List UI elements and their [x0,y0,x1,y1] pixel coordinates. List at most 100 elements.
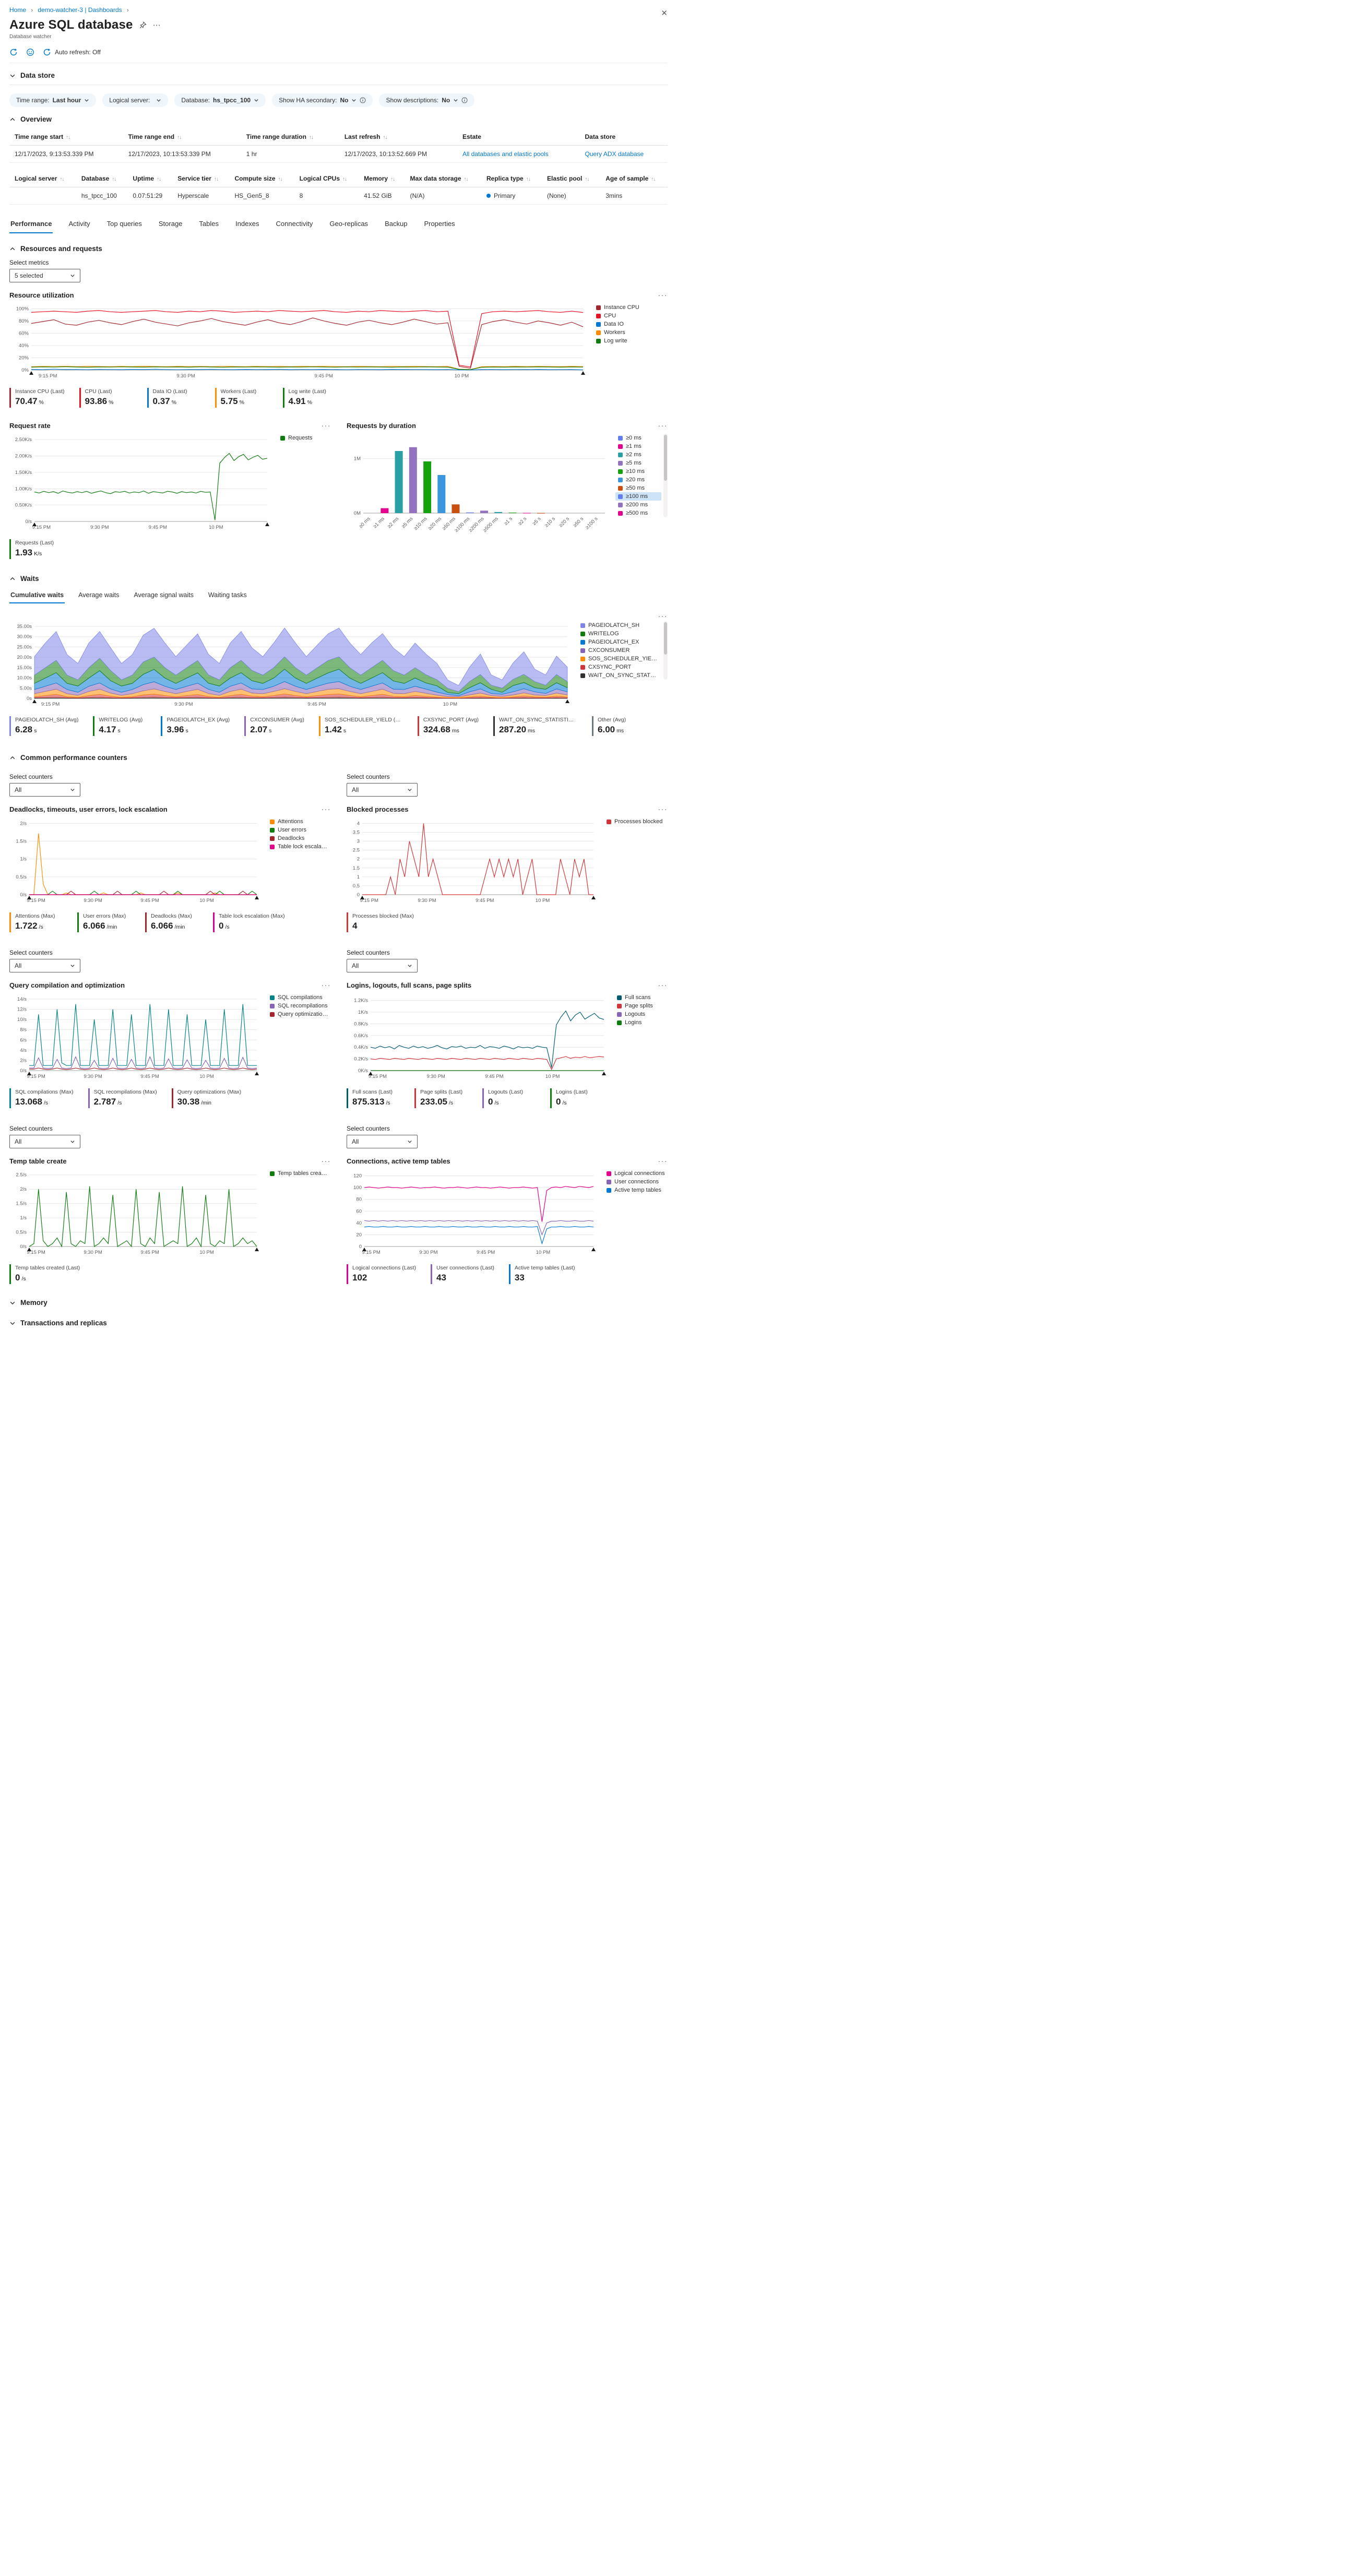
tab-activity[interactable]: Activity [68,220,90,228]
filter-time-range[interactable]: Time range: Last hour [9,93,97,107]
section-overview[interactable]: Overview [9,115,668,123]
legend-item[interactable]: ≥100 ms [615,492,661,501]
section-transactions-and-replicas[interactable]: Transactions and replicas [9,1319,668,1327]
tab-geo-replicas[interactable]: Geo-replicas [329,220,369,228]
legend-item[interactable]: Active temp tables [604,1186,668,1194]
legend-item[interactable]: ≥200 ms [615,501,661,509]
tab-backup[interactable]: Backup [385,220,408,228]
tab-indexes[interactable]: Indexes [235,220,259,228]
tab-top-queries[interactable]: Top queries [106,220,142,228]
panel-menu-icon[interactable]: ··· [658,981,668,989]
section-common-performance-counters[interactable]: Common performance counters [9,754,668,762]
legend-item[interactable]: Query optimizations [267,1010,331,1018]
blocked-processes-chart[interactable]: 4 3.5 3 2.5 2 1.5 1 0.5 0 9:15 PM 9:30 PM 9:45 PM 10… [347,817,600,906]
legend-item[interactable]: ≥1 ms [615,442,661,450]
feedback-icon[interactable] [26,48,34,56]
col-replica-type[interactable]: Replica type ↑↓ [481,170,542,187]
legend-item[interactable]: Page splits [614,1002,668,1010]
col-memory[interactable]: Memory ↑↓ [359,170,405,187]
select-counters-dropdown[interactable]: All [9,1135,80,1148]
legend-item[interactable]: WAIT_ON_SYNC_STATISTICS [578,671,660,680]
panel-menu-icon[interactable]: ··· [658,805,668,813]
col-compute-size[interactable]: Compute size ↑↓ [229,170,294,187]
legend-item[interactable]: CXCONSUMER [578,646,660,655]
legend-item[interactable]: Logins [614,1018,668,1027]
col-time-range-duration[interactable]: Time range duration ↑↓ [241,128,339,146]
connections-chart[interactable]: 120 100 80 60 40 20 0 9:15 PM 9:30 PM 9:45 PM 10 P… [347,1169,600,1258]
section-memory[interactable]: Memory [9,1299,668,1307]
query-compilation-chart[interactable]: 14/s 12/s 10/s 8/s 6/s 4/s 2/s 0/s 9:15 PM 9:30 P… [9,993,263,1082]
legend-item[interactable]: ≥10 ms [615,467,661,476]
select-metrics-dropdown[interactable]: 5 selected [9,269,80,282]
legend-item[interactable]: PAGEIOLATCH_SH [578,621,660,630]
col-last-refresh[interactable]: Last refresh ↑↓ [339,128,457,146]
legend-item[interactable]: Processes blocked [604,817,668,826]
logins-scans-chart[interactable]: 1.2K/s 1K/s 0.8K/s 0.6K/s 0.4K/s 0.2K/s 0K/s 9:… [347,993,610,1082]
select-counters-dropdown[interactable]: All [9,959,80,972]
waits-chart[interactable]: 35.00s 30.00s 25.00s 20.00s 15.00s 10.00s 5.00… [9,621,574,710]
panel-menu-icon[interactable]: ··· [321,981,331,989]
filter-database[interactable]: Database: hs_tpcc_100 [174,93,266,107]
tab-average-signal-waits[interactable]: Average signal waits [134,591,194,599]
tab-storage[interactable]: Storage [158,220,183,228]
legend-item[interactable]: SQL compilations [267,993,331,1002]
legend-item[interactable]: CPU [593,312,668,320]
legend-scrollbar[interactable] [663,434,668,517]
select-counters-dropdown[interactable]: All [347,1135,418,1148]
tab-properties[interactable]: Properties [424,220,455,228]
legend-item[interactable]: ≥500 ms [615,509,661,517]
col-logical-cpus[interactable]: Logical CPUs ↑↓ [294,170,359,187]
tab-average-waits[interactable]: Average waits [78,591,120,599]
legend-item[interactable]: Data IO [593,320,668,328]
col-logical-server[interactable]: Logical server ↑↓ [9,170,76,187]
breadcrumb-home-link[interactable]: Home [9,6,27,14]
panel-menu-icon[interactable]: ··· [658,1157,668,1165]
legend-item[interactable]: Requests [278,434,331,442]
legend-item[interactable]: Full scans [614,993,668,1002]
query-adx-link[interactable]: Query ADX database [585,150,644,158]
select-counters-dropdown[interactable]: All [9,783,80,797]
legend-item[interactable]: WRITELOG [578,630,660,638]
refresh-icon[interactable] [9,48,18,56]
legend-item[interactable]: Temp tables created [267,1169,331,1178]
col-data-store[interactable]: Data store [579,128,668,146]
section-resources-and-requests[interactable]: Resources and requests [9,245,668,253]
legend-item[interactable]: PAGEIOLATCH_EX [578,638,660,646]
legend-item[interactable]: ≥0 ms [615,434,661,442]
col-service-tier[interactable]: Service tier ↑↓ [172,170,230,187]
legend-item[interactable]: SQL recompilations [267,1002,331,1010]
legend-item[interactable]: Deadlocks [267,834,331,842]
legend-item[interactable]: Attentions [267,817,331,826]
resource-utilization-chart[interactable]: 100% 80% 60% 40% 20% 0% 9:15 PM 9:30 PM 9:45 PM 1… [9,303,589,382]
auto-refresh-toggle[interactable]: Auto refresh: Off [43,48,101,56]
legend-item[interactable]: ≥5 ms [615,459,661,467]
select-counters-dropdown[interactable]: All [347,783,418,797]
legend-item[interactable]: CXSYNC_PORT [578,663,660,671]
select-counters-dropdown[interactable]: All [347,959,418,972]
legend-item[interactable]: Workers [593,328,668,337]
legend-item[interactable]: Instance CPU [593,303,668,312]
deadlocks-chart[interactable]: 2/s 1.5/s 1/s 0.5/s 0/s 9:15 PM 9:30 PM 9:45 PM… [9,817,263,906]
col-time-range-start[interactable]: Time range start ↑↓ [9,128,123,146]
filter-descriptions[interactable]: Show descriptions: No [379,93,475,107]
panel-menu-icon[interactable]: ··· [321,805,331,813]
legend-item[interactable]: ≥20 ms [615,476,661,484]
temp-table-chart[interactable]: 2.5/s 2/s 1.5/s 1/s 0.5/s 0/s 9:15 PM 9:30 PM 9:… [9,1169,263,1258]
pin-icon[interactable] [139,21,147,29]
legend-item[interactable]: Table lock escalations [267,842,331,851]
col-estate[interactable]: Estate [457,128,580,146]
filter-ha-secondary[interactable]: Show HA secondary: No [272,93,373,107]
panel-menu-icon[interactable]: ··· [658,612,668,620]
section-data-store[interactable]: Data store [9,72,668,79]
breadcrumb-dashboards-link[interactable]: demo-watcher-3 | Dashboards [38,6,122,14]
legend-item[interactable]: SOS_SCHEDULER_YIELD [578,655,660,663]
section-waits[interactable]: Waits [9,575,668,583]
panel-menu-icon[interactable]: ··· [321,421,331,430]
legend-item[interactable]: User errors [267,826,331,834]
more-options-icon[interactable]: ⋯ [152,21,161,30]
close-icon[interactable]: ✕ [661,9,668,18]
legend-scrollbar[interactable] [663,621,668,680]
col-time-range-end[interactable]: Time range end ↑↓ [123,128,241,146]
request-rate-chart[interactable]: 2.50K/s 2.00K/s 1.50K/s 1.00K/s 0.50K/s 0/s 9:… [9,434,274,533]
tab-waiting-tasks[interactable]: Waiting tasks [208,591,247,599]
